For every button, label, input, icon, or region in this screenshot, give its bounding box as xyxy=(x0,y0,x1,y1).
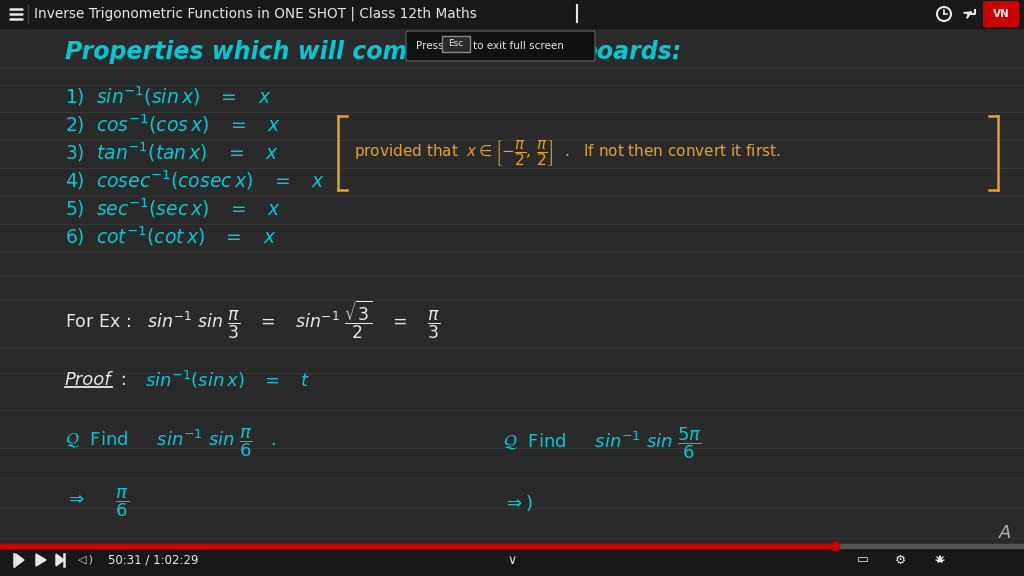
Text: 50:31 / 1:02:29: 50:31 / 1:02:29 xyxy=(108,554,199,567)
FancyBboxPatch shape xyxy=(442,36,470,52)
Text: 1)  $\mathit{sin}^{-1}(\mathit{sin}\, x)$   $=$   $\mathit{x}$: 1) $\mathit{sin}^{-1}(\mathit{sin}\, x)$… xyxy=(65,84,271,108)
Text: ◁: ◁ xyxy=(78,555,86,565)
Text: $\Rightarrow$     $\dfrac{\pi}{6}$: $\Rightarrow$ $\dfrac{\pi}{6}$ xyxy=(65,487,129,520)
Text: provided that  $x \in \left[-\dfrac{\pi}{2},\, \dfrac{\pi}{2}\right]$  .   If no: provided that $x \in \left[-\dfrac{\pi}{… xyxy=(354,138,780,168)
FancyBboxPatch shape xyxy=(983,1,1019,27)
Text: VN: VN xyxy=(992,9,1010,19)
Text: Properties which will come: Properties which will come xyxy=(65,40,423,64)
Text: For Ex :   $\mathit{sin}^{-1}$ $\mathit{sin}$ $\dfrac{\pi}{3}$   $=$   $\mathit{: For Ex : $\mathit{sin}^{-1}$ $\mathit{si… xyxy=(65,299,440,341)
Polygon shape xyxy=(56,554,63,566)
Text: :: : xyxy=(115,371,156,389)
Text: $\mathcal{Q}$  Find     $\mathit{sin}^{-1}$ $\mathit{sin}$ $\dfrac{5\pi}{6}$: $\mathcal{Q}$ Find $\mathit{sin}^{-1}$ $… xyxy=(503,425,702,461)
Text: A: A xyxy=(998,524,1011,542)
Polygon shape xyxy=(16,554,24,566)
Bar xyxy=(0,0,1024,28)
Text: ▭: ▭ xyxy=(857,554,869,567)
Text: 6)  $\mathit{cot}^{-1}(\mathit{cot}\, x)$   $=$   $\mathit{x}$: 6) $\mathit{cot}^{-1}(\mathit{cot}\, x)$… xyxy=(65,224,276,248)
Bar xyxy=(0,544,835,548)
Text: Press: Press xyxy=(416,41,443,51)
Text: $\Rightarrow$): $\Rightarrow$) xyxy=(503,493,532,513)
Text: 3)  $\mathit{tan}^{-1}(\mathit{tan}\, x)$   $=$   $\mathit{x}$: 3) $\mathit{tan}^{-1}(\mathit{tan}\, x)$… xyxy=(65,140,280,164)
Text: Proof: Proof xyxy=(65,371,112,389)
Text: $\mathit{sin}^{-1}(\mathit{sin}\, x)$   $=$   $t$: $\mathit{sin}^{-1}(\mathit{sin}\, x)$ $=… xyxy=(145,369,310,391)
Text: 5)  $\mathit{sec}^{-1}(\mathit{sec}\, x)$   $=$   $\mathit{x}$: 5) $\mathit{sec}^{-1}(\mathit{sec}\, x)$… xyxy=(65,196,281,220)
Text: 2)  $\mathit{cos}^{-1}(\mathit{cos}\, x)$   $=$   $\mathit{x}$: 2) $\mathit{cos}^{-1}(\mathit{cos}\, x)$… xyxy=(65,112,281,136)
Text: $\mathcal{Q}$  Find     $\mathit{sin}^{-1}$ $\mathit{sin}$ $\dfrac{\pi}{6}$   .: $\mathcal{Q}$ Find $\mathit{sin}^{-1}$ $… xyxy=(65,427,276,459)
Bar xyxy=(0,544,1024,548)
FancyBboxPatch shape xyxy=(406,31,595,61)
Text: 4)  $\mathit{cosec}^{-1}(\mathit{cosec}\, x)$   $=$   $\mathit{x}$: 4) $\mathit{cosec}^{-1}(\mathit{cosec}\,… xyxy=(65,168,325,192)
Text: boards:: boards: xyxy=(580,40,681,64)
Text: Inverse Trigonometric Functions in ONE SHOT | Class 12th Maths: Inverse Trigonometric Functions in ONE S… xyxy=(34,7,477,21)
Polygon shape xyxy=(36,554,46,566)
Bar xyxy=(0,548,1024,576)
Text: Esc: Esc xyxy=(449,40,464,48)
Text: ): ) xyxy=(88,555,92,565)
Text: ⚙: ⚙ xyxy=(894,554,905,567)
Text: to exit full screen: to exit full screen xyxy=(473,41,564,51)
Text: ∨: ∨ xyxy=(508,554,516,567)
